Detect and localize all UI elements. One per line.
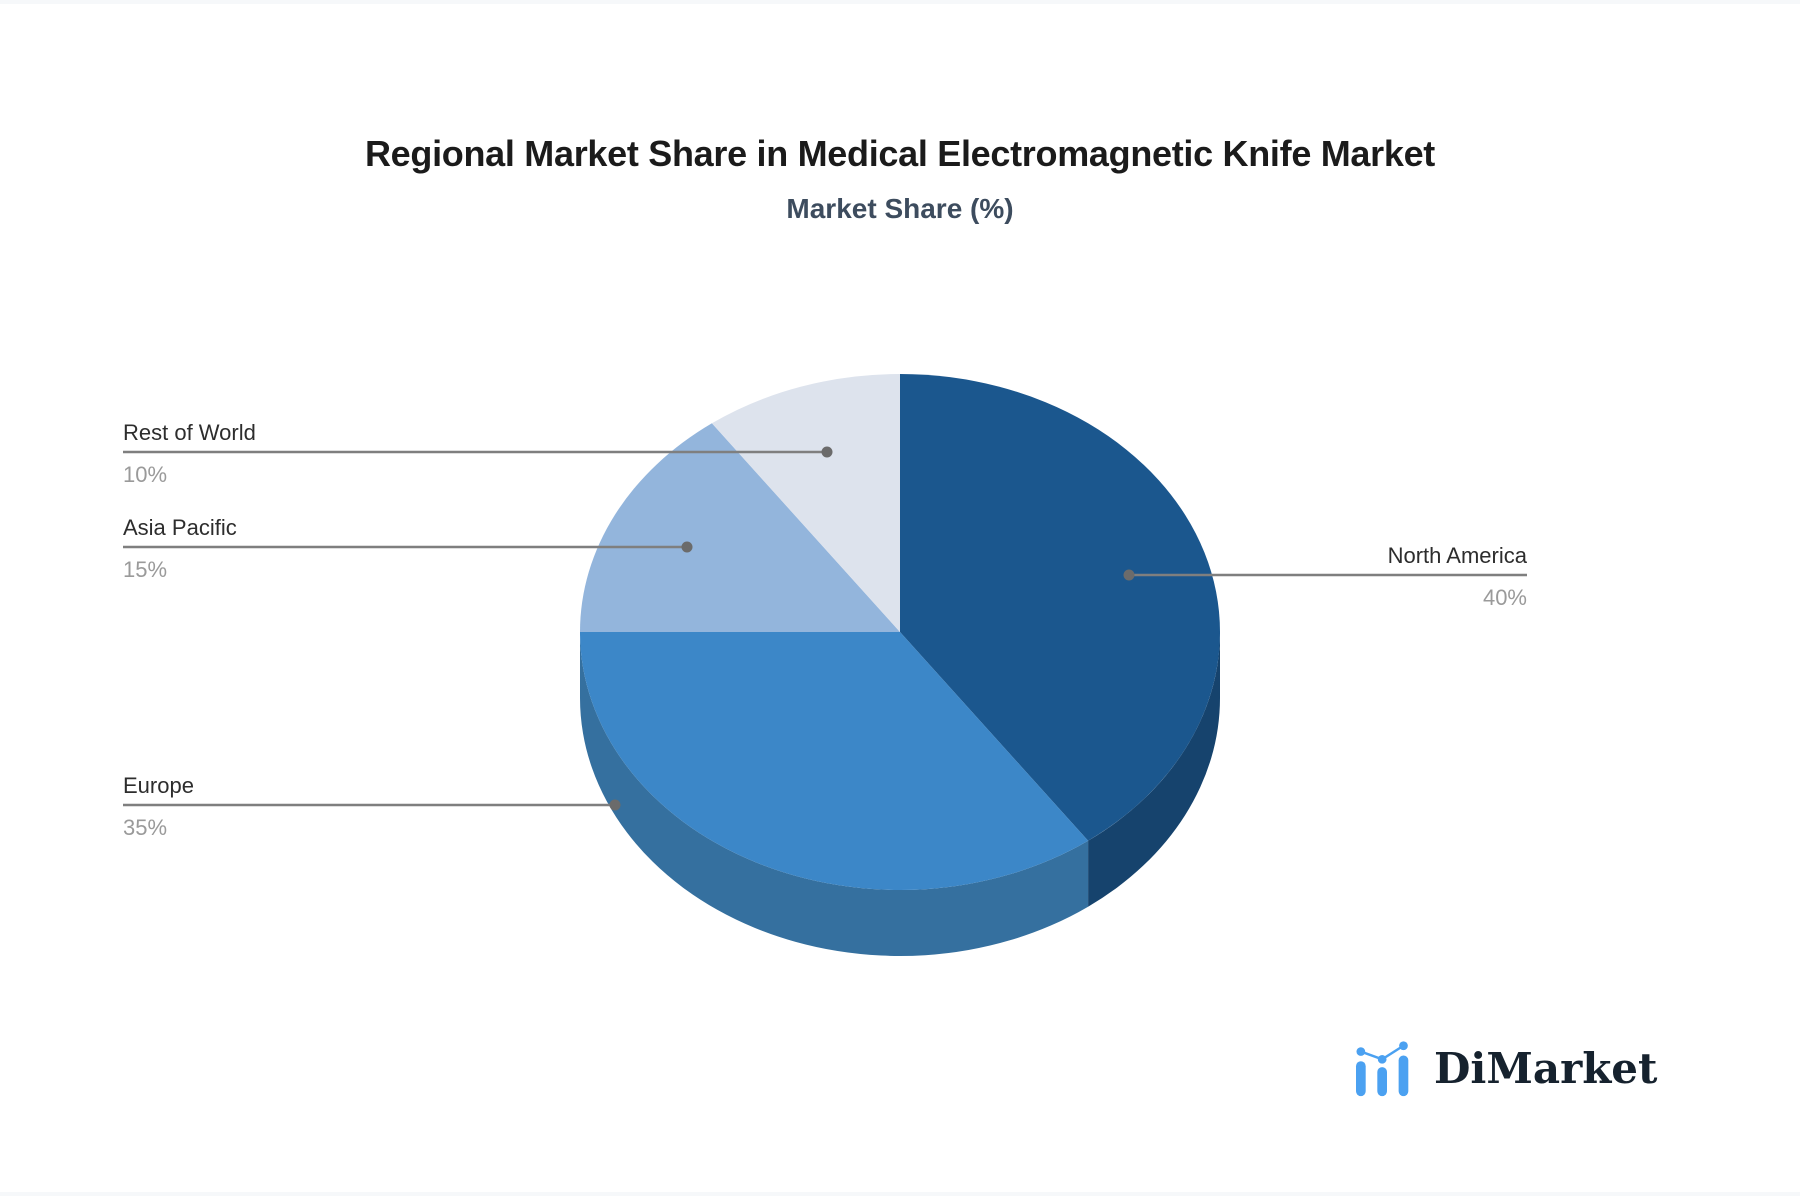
callout-connectors xyxy=(123,446,1527,811)
pie-3d-walls xyxy=(580,632,1220,957)
brand-logo: DiMarket xyxy=(1352,1038,1657,1100)
pie-slice-asia-pacific[interactable] xyxy=(580,423,900,632)
callout-label-europe: Europe xyxy=(123,773,194,798)
pie-slices xyxy=(580,374,1221,891)
callout-pct-europe: 35% xyxy=(123,815,168,840)
logo-chart-icon xyxy=(1356,1041,1409,1097)
pie-slice-side-north-america xyxy=(1088,632,1220,907)
callout-dot-north-america xyxy=(1123,569,1135,581)
pie-slice-side-europe xyxy=(580,632,1089,957)
callout-pct-asia-pacific: 15% xyxy=(123,557,168,582)
bottom-edge-strip xyxy=(0,1192,1800,1196)
chart-subtitle: Market Share (%) xyxy=(786,193,1014,224)
callout-dot-asia-pacific xyxy=(681,541,693,553)
callout-label-north-america: North America xyxy=(1387,543,1527,568)
callout-dot-europe xyxy=(609,799,621,811)
callout-label-asia-pacific: Asia Pacific xyxy=(123,515,237,540)
callout-pct-rest-of-world: 10% xyxy=(123,462,168,487)
pie-slice-europe[interactable] xyxy=(580,632,1089,891)
logo-wordmark: DiMarket xyxy=(1434,1044,1658,1093)
callout-pct-north-america: 40% xyxy=(1482,585,1527,610)
page-title: Regional Market Share in Medical Electro… xyxy=(364,133,1435,174)
pie-slice-rest-of-world[interactable] xyxy=(711,374,900,632)
callout-label-rest-of-world: Rest of World xyxy=(123,420,256,445)
callout-dot-rest-of-world xyxy=(821,446,833,458)
top-edge-strip xyxy=(0,0,1800,4)
pie-slice-north-america[interactable] xyxy=(900,374,1221,841)
